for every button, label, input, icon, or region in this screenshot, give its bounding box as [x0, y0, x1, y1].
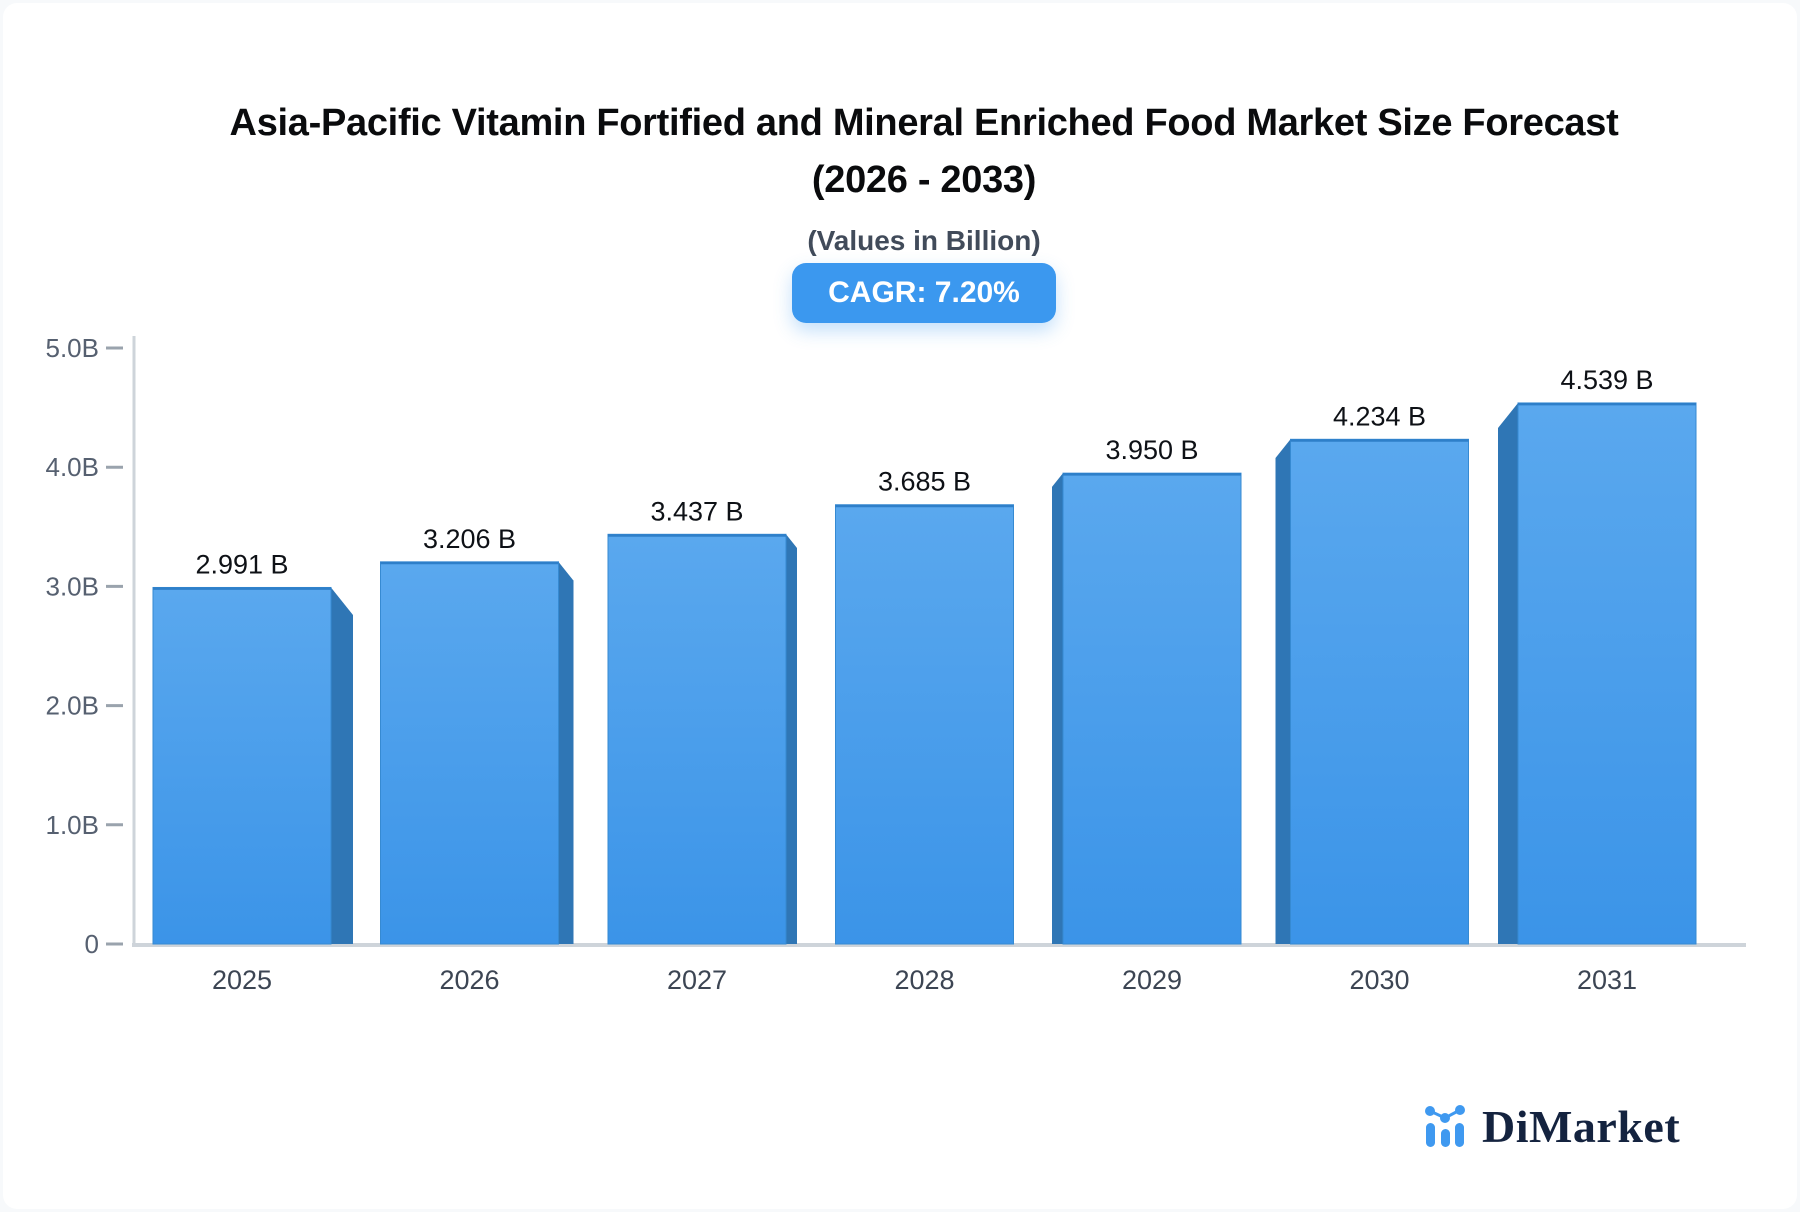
bar-side-face [1052, 473, 1063, 944]
bar-value-label: 3.437 B [650, 496, 743, 526]
bar-face [607, 533, 787, 945]
y-axis-label: 3.0B [46, 571, 100, 601]
chart-title: Asia-Pacific Vitamin Fortified and Miner… [45, 95, 1800, 209]
bar-side-face [1498, 402, 1518, 945]
bar-value-label: 3.685 B [878, 467, 971, 497]
bar-side-face [1275, 439, 1291, 944]
cagr-badge: CAGR: 7.20% [792, 263, 1056, 323]
dimarket-logo: DiMarket [1425, 1099, 1680, 1155]
chart-header: Asia-Pacific Vitamin Fortified and Miner… [45, 95, 1800, 323]
bar-face [1062, 472, 1242, 945]
bar-value-label: 4.234 B [1333, 401, 1426, 431]
x-axis-label: 2026 [439, 965, 499, 995]
bar-2030: 4.234 B [1275, 401, 1469, 945]
bar-face [835, 504, 1014, 945]
bar-value-label: 3.950 B [1105, 435, 1198, 465]
y-axis-label: 4.0B [46, 452, 100, 482]
bar-value-label: 2.991 B [195, 549, 288, 579]
chart-card: Asia-Pacific Vitamin Fortified and Miner… [3, 3, 1797, 1209]
chart-title-line1: Asia-Pacific Vitamin Fortified and Miner… [229, 102, 1619, 144]
bar-2031: 4.539 B [1498, 365, 1697, 945]
y-axis-label: 2.0B [46, 691, 100, 721]
bar-2028: 3.685 B [835, 467, 1014, 945]
bar-2027: 3.437 B [607, 496, 797, 945]
bar-2025: 2.991 B [152, 549, 353, 945]
bar-2026: 3.206 B [380, 524, 574, 945]
bar-side-face [786, 534, 797, 944]
x-axis-label: 2028 [894, 965, 954, 995]
bar-face [380, 561, 559, 945]
bar-face [1290, 438, 1469, 945]
x-axis-label: 2029 [1122, 965, 1182, 995]
bar-value-label: 4.539 B [1560, 365, 1653, 395]
bar-side-face [558, 561, 574, 944]
bar-side-face [331, 587, 353, 944]
x-axis-label: 2030 [1349, 965, 1409, 995]
bar-value-label: 3.206 B [423, 524, 516, 554]
y-axis-label: 0 [85, 929, 99, 959]
units-note: (Values in Billion) [807, 225, 1041, 256]
x-axis-label: 2027 [667, 965, 727, 995]
dimarket-logo-text: DiMarket [1482, 1101, 1681, 1152]
bar-chart: 5.0B 4.0B 3.0B 2.0B 1.0B 0 2.991 B 2025 3.206 B 2… [46, 333, 1746, 995]
chart-title-range: (2026 - 2033) [811, 159, 1037, 201]
bar-2029: 3.950 B [1052, 435, 1242, 945]
bar-face [152, 586, 332, 945]
x-axis-label: 2025 [212, 965, 272, 995]
y-axis-label: 5.0B [46, 333, 100, 363]
y-axis-label: 1.0B [46, 810, 100, 840]
dimarket-logo-icon [1425, 1105, 1465, 1147]
bar-face [1517, 402, 1697, 945]
x-axis-label: 2031 [1577, 965, 1637, 995]
